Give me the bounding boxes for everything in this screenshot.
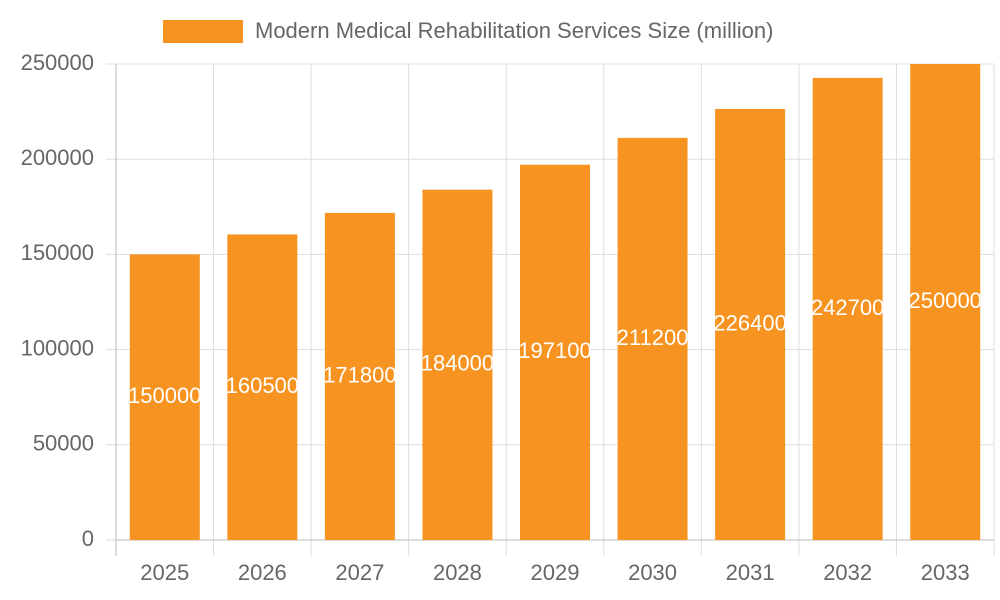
bar (520, 164, 590, 540)
data-label: 242700 (811, 295, 884, 320)
bar (324, 212, 395, 540)
bar (910, 64, 981, 540)
data-label: 226400 (713, 310, 786, 335)
x-tick-label: 2025 (140, 560, 189, 585)
x-tick-label: 2026 (238, 560, 287, 585)
data-label: 150000 (128, 383, 201, 408)
x-tick-label: 2028 (433, 560, 482, 585)
bar (715, 108, 786, 541)
x-tick-label: 2027 (335, 560, 384, 585)
x-tick-label: 2031 (726, 560, 775, 585)
bar (812, 77, 883, 540)
y-tick-label: 150000 (21, 240, 94, 265)
data-label: 184000 (421, 351, 494, 376)
y-tick-label: 100000 (21, 335, 94, 360)
bar (422, 189, 493, 540)
data-label: 160500 (226, 373, 299, 398)
y-tick-label: 200000 (21, 145, 94, 170)
data-label: 171800 (323, 362, 396, 387)
y-tick-label: 0 (82, 526, 94, 551)
x-tick-label: 2033 (921, 560, 970, 585)
x-tick-label: 2032 (823, 560, 872, 585)
legend-swatch (163, 20, 243, 43)
data-label: 197100 (518, 338, 591, 363)
data-label: 250000 (909, 288, 982, 313)
y-tick-label: 250000 (21, 50, 94, 75)
bar (227, 234, 298, 540)
bar (129, 254, 200, 540)
bar (617, 137, 688, 541)
y-tick-label: 50000 (33, 431, 94, 456)
x-tick-label: 2029 (531, 560, 580, 585)
data-label: 211200 (617, 325, 689, 350)
x-tick-label: 2030 (628, 560, 677, 585)
legend-label: Modern Medical Rehabilitation Services S… (255, 18, 773, 43)
